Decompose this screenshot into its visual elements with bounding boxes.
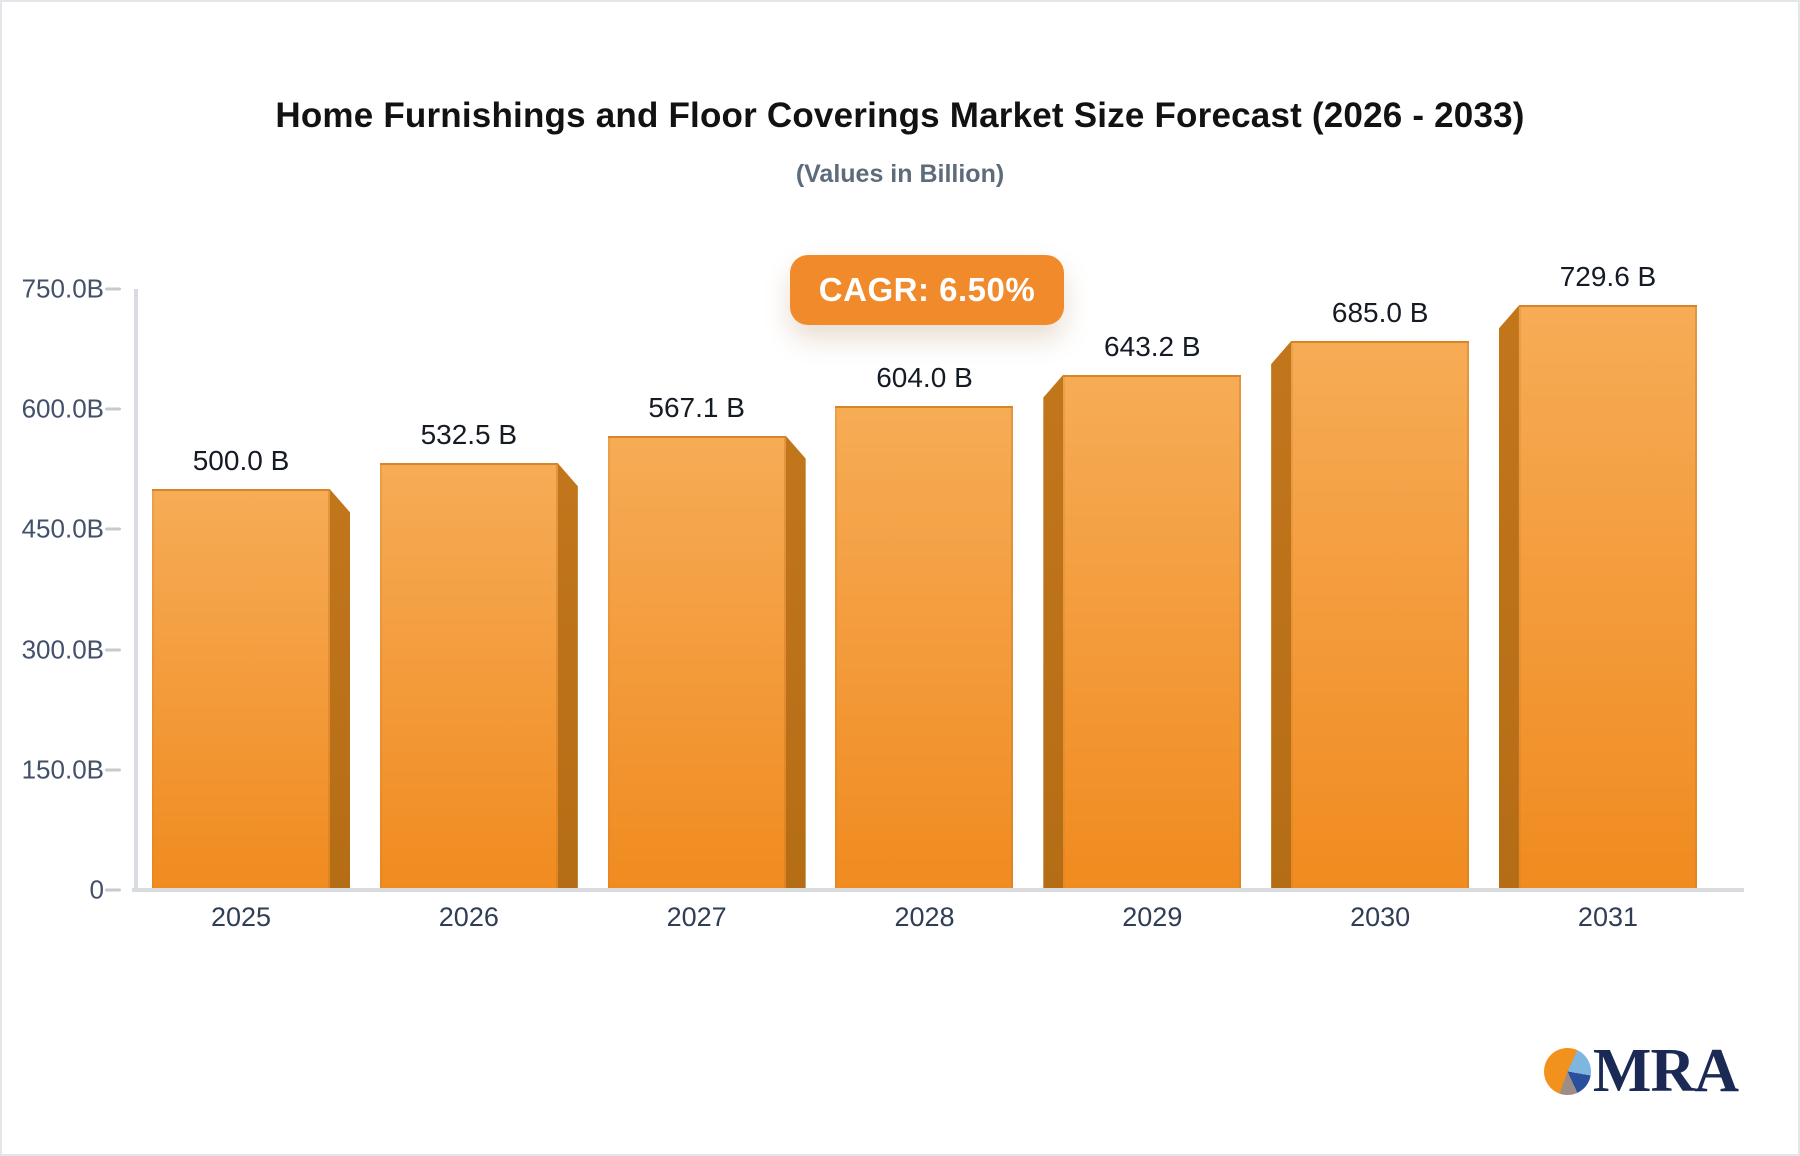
- y-axis-line: [134, 289, 138, 892]
- bar-value-label: 604.0 B: [876, 361, 973, 393]
- y-axis-tick-label: 600.0B: [21, 393, 104, 424]
- bar-2029: [1063, 374, 1242, 890]
- y-axis-tick-mark: [105, 888, 121, 892]
- bar-2028: [835, 405, 1014, 890]
- chart-subtitle: (Values in Billion): [795, 160, 1005, 188]
- logo-text: MRA: [1592, 1037, 1739, 1105]
- chart-title: Home Furnishings and Floor Coverings Mar…: [275, 96, 1525, 135]
- x-axis-label-2030: 2030: [1350, 902, 1411, 932]
- x-axis-label-2029: 2029: [1122, 902, 1183, 932]
- x-axis-label-2031: 2031: [1577, 902, 1638, 932]
- bar-3d-side-2031: [1498, 305, 1519, 890]
- y-axis-tick-label: 150.0B: [21, 754, 104, 785]
- bar-2030: [1291, 341, 1470, 890]
- mra-logo: MRA: [1543, 1037, 1739, 1105]
- y-axis-tick-label: 750.0B: [21, 273, 104, 304]
- y-axis-tick-label: 0: [89, 874, 104, 905]
- bar-2025: [152, 489, 330, 890]
- x-axis-line: [132, 888, 1744, 892]
- bar-value-label: 729.6 B: [1559, 261, 1657, 293]
- y-axis-tick-mark: [105, 527, 121, 531]
- x-axis-label-2026: 2026: [438, 902, 499, 932]
- y-axis-tick-mark: [105, 287, 121, 291]
- bar-3d-side-2029: [1043, 374, 1064, 890]
- bar-3d-side-2027: [785, 435, 806, 890]
- bar-3d-side-2026: [557, 463, 578, 890]
- x-axis-label-2027: 2027: [666, 902, 727, 932]
- pie-chart-logo-icon: [1543, 1047, 1591, 1095]
- cagr-badge: CAGR: 6.50%: [790, 255, 1064, 325]
- bar-value-label: 685.0 B: [1331, 297, 1429, 329]
- bar-3d-side-2025: [330, 489, 350, 890]
- bar-2027: [607, 435, 786, 890]
- bar-value-label: 500.0 B: [192, 445, 290, 477]
- bar-value-label: 567.1 B: [648, 391, 745, 423]
- y-axis-tick-mark: [105, 407, 121, 411]
- bar-2026: [379, 463, 558, 890]
- x-axis-label-2025: 2025: [210, 902, 272, 932]
- bar-value-label: 643.2 B: [1104, 330, 1201, 362]
- y-axis-tick-mark: [105, 648, 121, 652]
- y-axis-tick-label: 450.0B: [21, 513, 104, 544]
- cagr-badge-label: CAGR: 6.50%: [818, 271, 1036, 308]
- bar-value-label: 532.5 B: [420, 419, 518, 451]
- x-axis-label-2028: 2028: [894, 902, 955, 932]
- y-axis-tick-mark: [105, 768, 121, 772]
- y-axis-tick-label: 300.0B: [21, 634, 104, 665]
- bar-3d-side-2030: [1271, 341, 1292, 890]
- bar-2031: [1518, 305, 1697, 890]
